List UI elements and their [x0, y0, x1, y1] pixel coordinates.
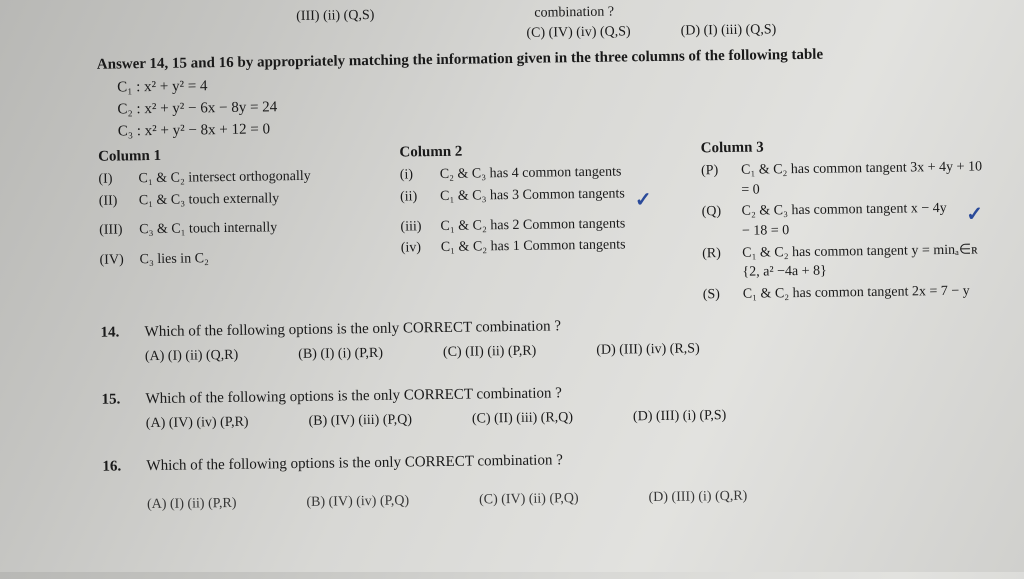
col3-text-1: C₂ & C₃ has common tangent x − 4y − 18 =… — [742, 199, 957, 241]
col1-num-0: (I) — [98, 169, 132, 189]
col1-text-0: C₁ & C₂ intersect orthogonally — [138, 167, 311, 189]
col2-text-1: C₁ & C₃ has 3 Common tangents — [440, 184, 625, 215]
exam-page: (III) (ii) (Q,S) combination ? (C) (IV) … — [0, 0, 1024, 526]
column-1: Column 1 (I) C₁ & C₂ intersect orthogona… — [98, 143, 382, 315]
col2-row-2: (iii) C₁ & C₂ has 2 Common tangents — [400, 213, 682, 237]
col3-row-0: (P) C₁ & C₂ has common tangent 3x + 4y +… — [701, 158, 983, 201]
col2-text-2: C₁ & C₂ has 2 Common tangents — [440, 214, 625, 236]
check-mark-icon: ✓ — [635, 186, 652, 214]
column-1-title: Column 1 — [98, 143, 380, 168]
col3-num-3: (S) — [703, 285, 737, 305]
column-2-title: Column 2 — [399, 139, 681, 164]
col2-row-1: (ii) C₁ & C₃ has 3 Common tangents ✓ — [400, 183, 682, 215]
q14-opt-d: (D) (III) (iv) (R,S) — [596, 340, 700, 361]
col3-num-1: (Q) — [702, 202, 737, 242]
col2-row-0: (i) C₂ & C₃ has 4 common tangents — [400, 162, 682, 186]
column-3-title: Column 3 — [701, 135, 983, 160]
col2-num-0: (i) — [400, 165, 434, 185]
col1-row-1: (II) C₁ & C₃ touch externally — [99, 188, 381, 212]
col2-num-1: (ii) — [400, 187, 434, 215]
q14-opt-b: (B) (I) (i) (P,R) — [298, 344, 383, 365]
col3-num-0: (P) — [701, 161, 736, 201]
q15-text: Which of the following options is the on… — [145, 383, 562, 410]
col1-row-3: (IV) C₃ lies in C₂ — [99, 247, 381, 271]
q15-opt-a: (A) (IV) (iv) (P,R) — [146, 413, 249, 434]
col3-row-3: (S) C₁ & C₂ has common tangent 2x = 7 − … — [703, 281, 985, 305]
col3-num-2: (R) — [702, 243, 737, 283]
q14-number: 14. — [100, 323, 134, 344]
col1-row-2: (III) C₃ & C₁ touch internally — [99, 217, 381, 241]
question-14: 14. Which of the following options is th… — [100, 311, 985, 368]
check-mark-icon-2: ✓ — [966, 201, 983, 240]
q16-options-cut: (A) (I) (ii) (P,R) (B) (IV) (iv) (P,Q) (… — [147, 483, 987, 514]
col2-num-2: (iii) — [400, 217, 434, 237]
col3-row-1: (Q) C₂ & C₃ has common tangent x − 4y − … — [702, 199, 984, 242]
col2-num-3: (iv) — [401, 238, 435, 258]
q15-opt-d: (D) (III) (i) (P,S) — [633, 406, 727, 427]
col1-num-2: (III) — [99, 221, 133, 241]
q14-text: Which of the following options is the on… — [144, 317, 561, 344]
col3-text-0: C₁ & C₂ has common tangent 3x + 4y + 10 … — [741, 158, 983, 201]
q16-opt-d: (D) (III) (i) (Q,R) — [648, 486, 747, 507]
columns-container: Column 1 (I) C₁ & C₂ intersect orthogona… — [98, 135, 984, 315]
q16-opt-c: (C) (IV) (ii) (P,Q) — [479, 489, 579, 510]
question-15: 15. Which of the following options is th… — [101, 377, 986, 434]
q14-opt-a: (A) (I) (ii) (Q,R) — [145, 346, 239, 367]
col3-text-2: C₁ & C₂ has common tangent y = minₐ∈ʀ {2… — [742, 240, 984, 283]
col1-text-3: C₃ lies in C₂ — [139, 249, 209, 270]
q16-number: 16. — [102, 456, 136, 477]
frag-comb: combination ? — [534, 3, 614, 24]
col3-text-3: C₁ & C₂ has common tangent 2x = 7 − y — [743, 281, 970, 304]
q15-opt-b: (B) (IV) (iii) (P,Q) — [308, 410, 412, 431]
col2-text-3: C₁ & C₂ has 1 Common tangents — [441, 236, 626, 258]
q16-opt-b: (B) (IV) (iv) (P,Q) — [306, 491, 409, 512]
col1-num-1: (II) — [99, 191, 133, 211]
col1-text-1: C₁ & C₃ touch externally — [139, 189, 280, 211]
frag-c: (C) (IV) (iv) (Q,S) — [526, 22, 630, 43]
frag-d: (D) (I) (iii) (Q,S) — [681, 20, 777, 41]
q16-text: Which of the following options is the on… — [146, 450, 563, 477]
q14-opt-c: (C) (II) (ii) (P,R) — [443, 342, 537, 363]
col1-row-0: (I) C₁ & C₂ intersect orthogonally — [98, 166, 380, 190]
q15-opt-c: (C) (II) (iii) (R,Q) — [472, 408, 573, 429]
equations-block: C₁ : x² + y² = 4 C₂ : x² + y² − 6x − 8y … — [117, 66, 982, 143]
col1-text-2: C₃ & C₁ touch internally — [139, 219, 277, 241]
col3-row-2: (R) C₁ & C₂ has common tangent y = minₐ∈… — [702, 240, 984, 283]
frag-a: (III) (ii) (Q,S) — [296, 6, 374, 27]
q15-number: 15. — [101, 389, 135, 410]
column-3: Column 3 (P) C₁ & C₂ has common tangent … — [701, 135, 985, 307]
q16-opt-a: (A) (I) (ii) (P,R) — [147, 493, 237, 514]
col2-text-0: C₂ & C₃ has 4 common tangents — [440, 163, 622, 185]
question-16: 16. Which of the following options is th… — [102, 444, 987, 515]
col2-row-3: (iv) C₁ & C₂ has 1 Common tangents — [401, 235, 683, 259]
col1-num-3: (IV) — [99, 250, 133, 270]
column-2: Column 2 (i) C₂ & C₃ has 4 common tangen… — [399, 139, 683, 311]
